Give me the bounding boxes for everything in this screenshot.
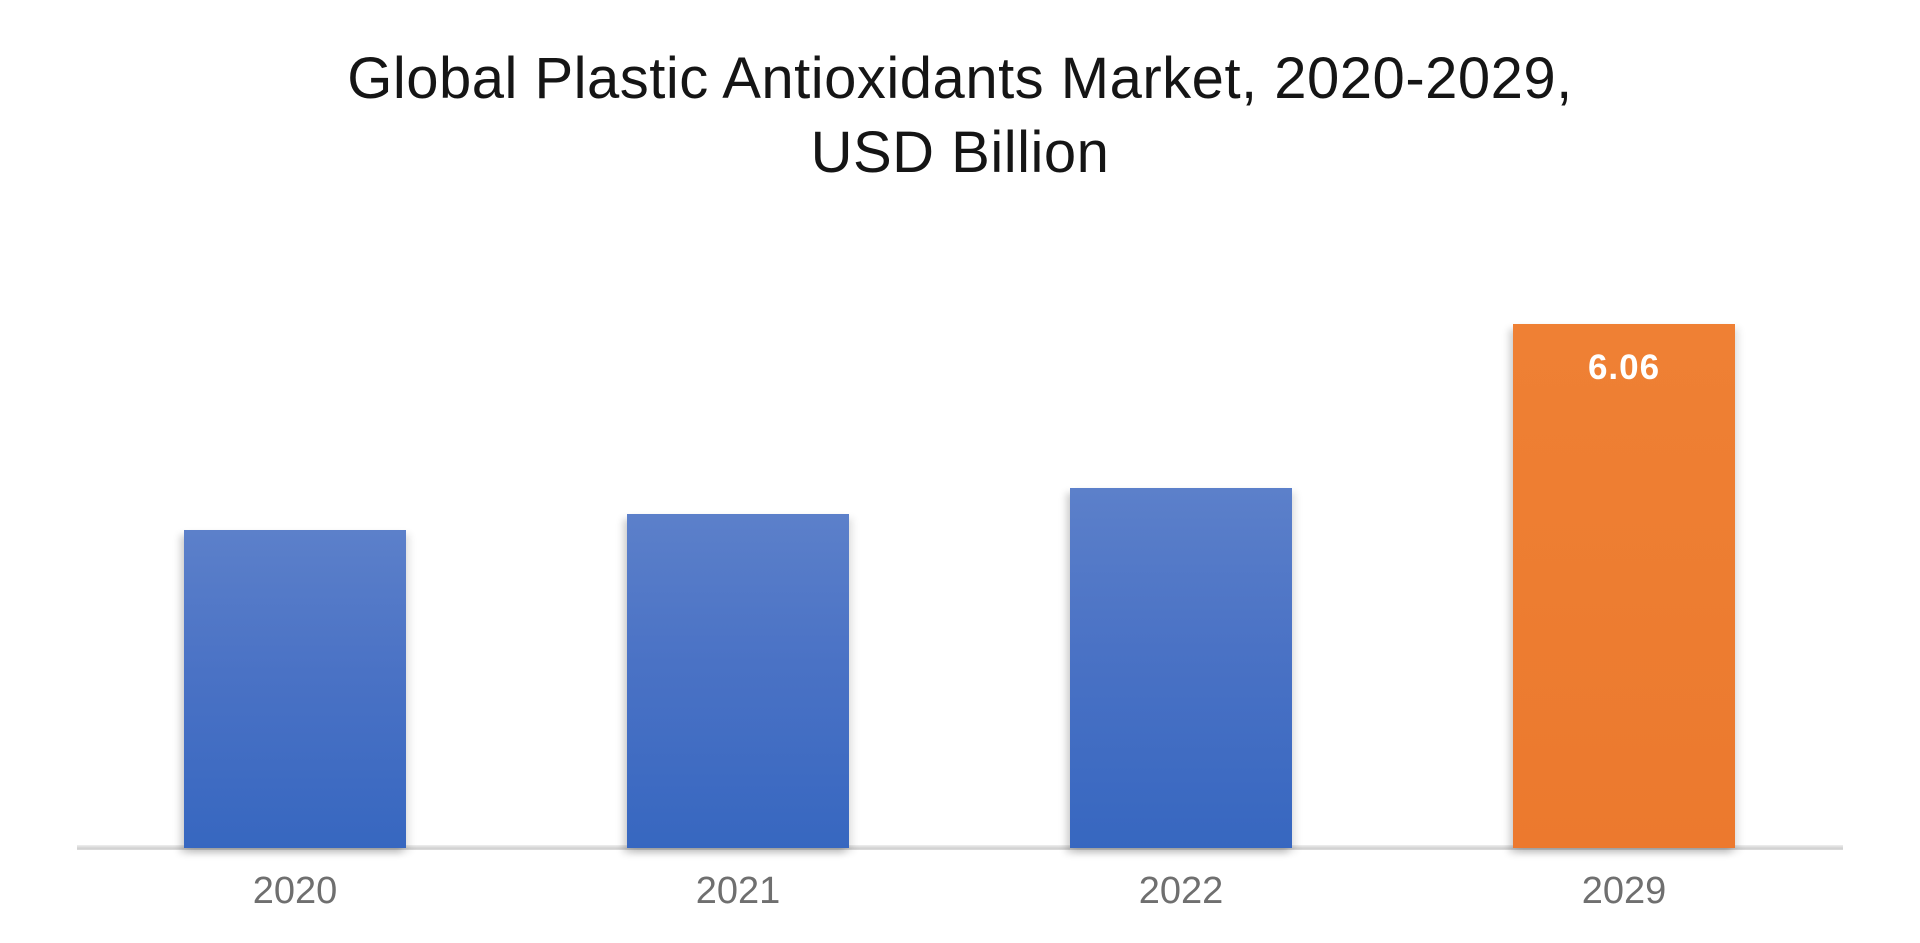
bar-2029: 6.06 <box>1513 324 1735 848</box>
data-label-2029: 6.06 <box>1587 348 1661 387</box>
x-axis-label-2022: 2022 <box>1138 870 1224 912</box>
bar-2020 <box>184 530 406 848</box>
bar-2022 <box>1070 488 1292 848</box>
x-axis-label-2020: 2020 <box>252 870 338 912</box>
bar-2021 <box>627 514 849 848</box>
x-axis-line <box>77 845 1843 850</box>
chart-title-line2: USD Billion <box>810 120 1110 186</box>
x-axis-label-2021: 2021 <box>695 870 781 912</box>
chart-title-line1: Global Plastic Antioxidants Market, 2020… <box>347 46 1573 111</box>
x-axis-label-2029: 2029 <box>1581 870 1667 912</box>
chart-title: Global Plastic Antioxidants Market, 2020… <box>0 42 1920 190</box>
